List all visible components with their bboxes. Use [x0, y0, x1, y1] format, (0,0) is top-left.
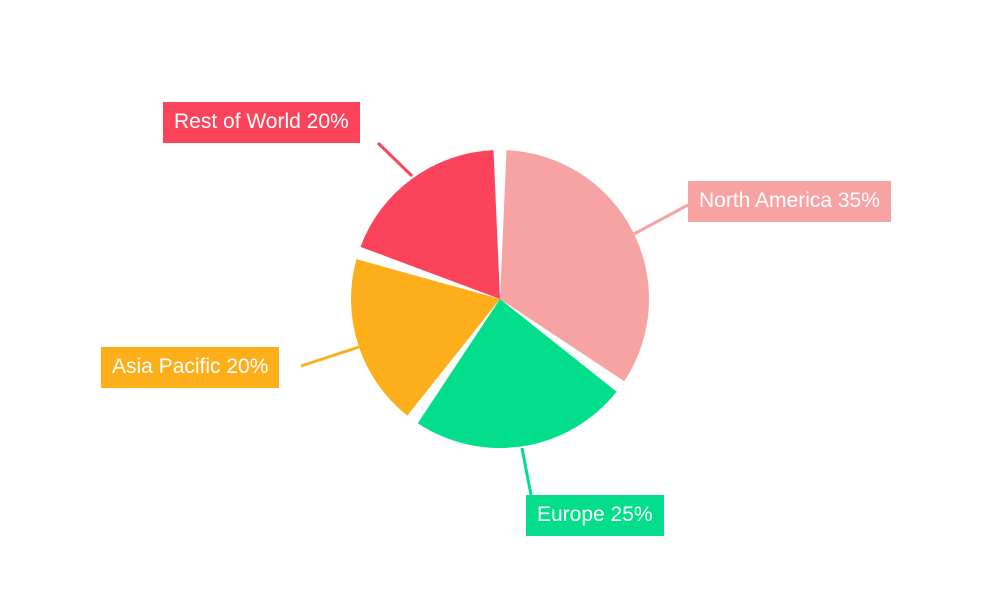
- pie-label-rest-of-world-text: Rest of World 20%: [174, 110, 349, 133]
- pie-slice-rest-of-world[interactable]: [360, 150, 500, 299]
- pie-slices-group: [351, 150, 649, 448]
- leader-lines-group: [300, 141, 689, 496]
- pie-label-rest-of-world[interactable]: Rest of World 20%: [163, 102, 360, 143]
- leader-line-north-america: [633, 203, 689, 236]
- pie-label-asia-pacific[interactable]: Asia Pacific 20%: [101, 347, 280, 388]
- pie-slice-north-america[interactable]: [500, 150, 649, 382]
- pie-slice-asia-pacific[interactable]: [351, 259, 500, 416]
- leader-line-asia-pacific: [300, 345, 360, 368]
- pie-slice-europe[interactable]: [417, 299, 617, 448]
- pie-label-north-america[interactable]: North America 35%: [688, 181, 891, 222]
- leader-line-rest-of-world: [376, 141, 414, 178]
- pie-label-asia-pacific-text: Asia Pacific 20%: [112, 355, 269, 378]
- pie-label-europe[interactable]: Europe 25%: [526, 495, 664, 536]
- leader-line-europe: [520, 447, 533, 496]
- pie-label-north-america-text: North America 35%: [699, 189, 880, 212]
- pie-label-europe-text: Europe 25%: [537, 503, 653, 526]
